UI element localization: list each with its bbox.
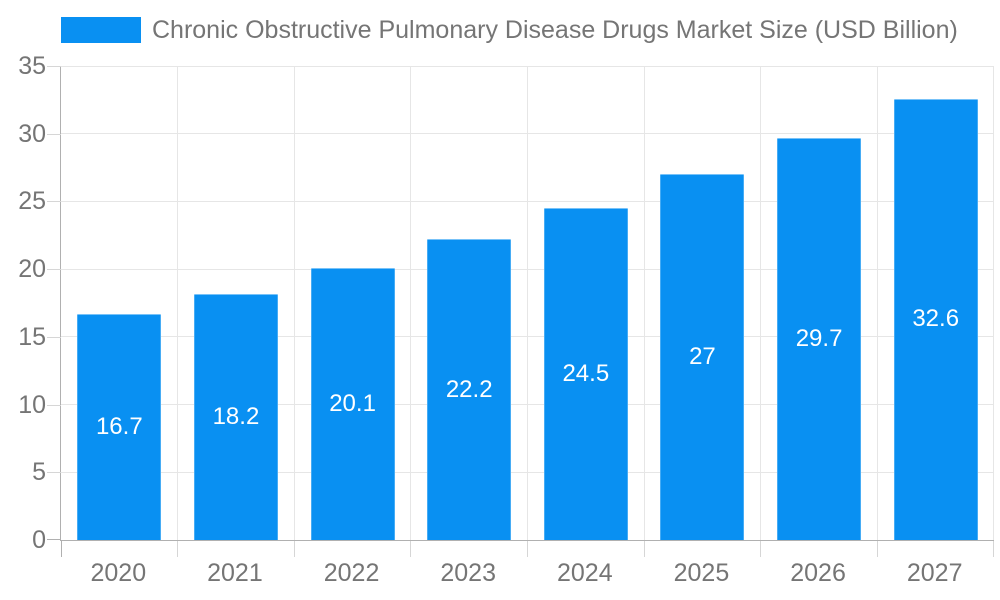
y-tick xyxy=(47,269,61,271)
y-tick xyxy=(47,201,61,203)
bar[interactable]: 24.5 xyxy=(543,208,628,540)
bar-value-label: 20.1 xyxy=(329,389,376,417)
gridline-vertical xyxy=(527,66,528,540)
x-tick xyxy=(177,541,179,557)
gridline-vertical xyxy=(410,66,412,540)
gridline-vertical xyxy=(760,66,762,540)
bar[interactable]: 29.7 xyxy=(777,137,862,540)
x-tick xyxy=(293,541,295,557)
x-tick xyxy=(643,541,645,557)
x-tick-label: 2026 xyxy=(790,559,846,587)
chart-legend: Chronic Obstructive Pulmonary Disease Dr… xyxy=(0,0,1000,56)
y-axis: 0 5 10 15 20 25 30 35 xyxy=(0,53,46,553)
gridline-vertical xyxy=(293,66,295,540)
gridline-vertical xyxy=(643,66,645,540)
legend-series-label: Chronic Obstructive Pulmonary Disease Dr… xyxy=(152,16,958,44)
x-tick-label: 2020 xyxy=(90,559,147,587)
x-tick xyxy=(527,541,528,557)
y-tick xyxy=(47,336,61,338)
gridline-vertical xyxy=(992,66,994,540)
x-tick xyxy=(760,541,762,557)
y-tick-label: 25 xyxy=(18,187,46,216)
y-tick xyxy=(47,539,61,540)
x-tick-label: 2027 xyxy=(906,559,963,587)
y-tick xyxy=(47,66,61,67)
bar-value-label: 24.5 xyxy=(562,360,610,388)
bar[interactable]: 27 xyxy=(660,174,745,540)
y-tick-label: 20 xyxy=(18,255,46,284)
x-tick xyxy=(60,541,62,557)
x-tick xyxy=(992,541,994,557)
x-tick-label: 2021 xyxy=(207,559,263,587)
x-tick-label: 2025 xyxy=(673,559,730,587)
y-tick-label: 30 xyxy=(18,119,46,148)
x-tick xyxy=(876,541,878,557)
bar-value-label: 27 xyxy=(689,343,716,371)
y-tick-label: 5 xyxy=(32,458,46,487)
bar[interactable]: 16.7 xyxy=(77,313,162,540)
y-tick-label: 15 xyxy=(18,322,46,351)
y-tick xyxy=(47,133,61,135)
x-tick xyxy=(410,541,412,557)
bar[interactable]: 22.2 xyxy=(427,239,512,540)
y-tick xyxy=(47,472,61,474)
plot-area: 16.7 18.2 20.1 22.2 24.5 27 29.7 32.6 xyxy=(47,65,994,557)
bar-value-label: 18.2 xyxy=(212,402,260,430)
bar[interactable]: 20.1 xyxy=(310,267,395,540)
x-tick-label: 2024 xyxy=(557,559,613,587)
x-axis: 2020 2021 2022 2023 2024 2025 2026 2027 xyxy=(60,540,993,600)
bar-value-label: 22.2 xyxy=(445,375,493,403)
bar[interactable]: 18.2 xyxy=(193,293,278,540)
y-tick-label: 35 xyxy=(18,52,46,80)
x-tick-label: 2023 xyxy=(440,559,496,587)
legend-swatch[interactable] xyxy=(61,17,141,43)
bar-value-label: 16.7 xyxy=(95,412,143,440)
y-tick-label: 10 xyxy=(18,390,46,419)
y-tick-label: 0 xyxy=(32,526,46,554)
bar-value-label: 29.7 xyxy=(795,324,843,352)
y-tick xyxy=(47,404,61,406)
gridline-vertical xyxy=(876,66,878,540)
gridline-vertical xyxy=(177,66,179,540)
x-tick-label: 2022 xyxy=(323,559,380,587)
bar[interactable]: 32.6 xyxy=(893,98,978,540)
bar-value-label: 32.6 xyxy=(912,305,960,333)
